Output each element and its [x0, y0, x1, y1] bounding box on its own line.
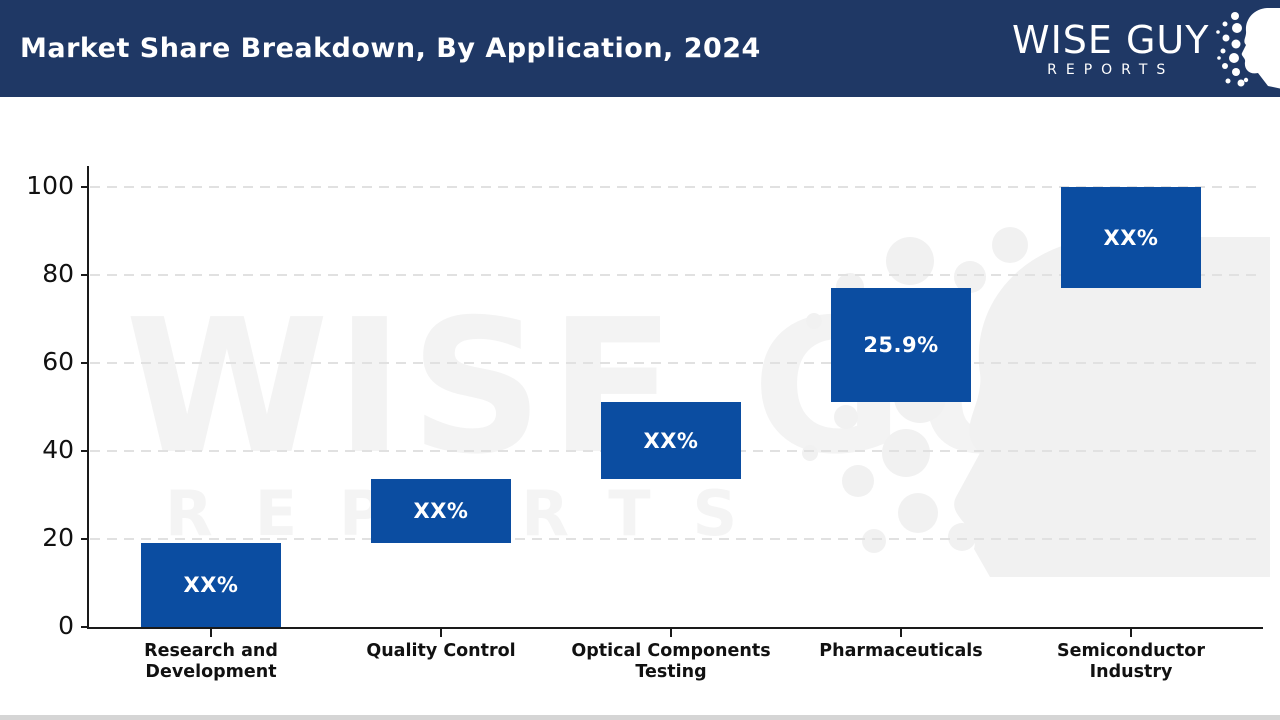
y-tick-0 — [81, 626, 88, 628]
y-axis-label-80: 80 — [42, 259, 74, 288]
page-title: Market Share Breakdown, By Application, … — [20, 33, 761, 64]
y-tick-60 — [81, 362, 88, 364]
bar-optical-components-testing: XX% — [601, 402, 741, 480]
y-tick-80 — [81, 274, 88, 276]
bar-research-and-development: XX% — [141, 543, 281, 627]
gridline-y100 — [90, 186, 1263, 188]
brand-subname: REPORTS — [1047, 62, 1175, 78]
bar-value-label: XX% — [183, 573, 239, 598]
x-tick-1 — [440, 629, 442, 637]
y-axis-line — [87, 166, 89, 629]
bar-value-label: XX% — [643, 428, 699, 453]
x-axis-label-2: Optical Components Testing — [571, 641, 771, 682]
bar-value-label: 25.9% — [863, 333, 939, 358]
chart-area: WISE GUY REPORTS 020406080100XX%Research… — [0, 97, 1280, 715]
x-tick-4 — [1130, 629, 1132, 637]
x-axis-label-0: Research and Development — [144, 641, 278, 682]
brand-face-icon — [1216, 8, 1280, 89]
bar-quality-control: XX% — [371, 479, 511, 544]
header-bar: Market Share Breakdown, By Application, … — [0, 0, 1280, 97]
x-axis-label-3: Pharmaceuticals — [819, 641, 983, 661]
bottom-divider — [0, 715, 1280, 720]
y-tick-40 — [81, 450, 88, 452]
bar-value-label: XX% — [413, 499, 469, 524]
gridline-y20 — [90, 538, 1263, 540]
brand-logo-text: WISE GUY REPORTS — [1012, 20, 1209, 78]
bar-semiconductor-industry: XX% — [1061, 187, 1201, 289]
y-tick-20 — [81, 538, 88, 540]
gridline-y60 — [90, 362, 1263, 364]
x-axis-line — [87, 627, 1263, 629]
brand-name: WISE GUY — [1012, 18, 1210, 62]
bar-value-label: XX% — [1103, 225, 1159, 250]
x-tick-2 — [670, 629, 672, 637]
x-tick-0 — [210, 629, 212, 637]
y-axis-label-0: 0 — [58, 611, 74, 640]
y-tick-100 — [81, 186, 88, 188]
y-axis-label-20: 20 — [42, 523, 74, 552]
y-axis-label-100: 100 — [26, 171, 74, 200]
y-axis-label-60: 60 — [42, 347, 74, 376]
gridline-y80 — [90, 274, 1263, 276]
y-axis-label-40: 40 — [42, 435, 74, 464]
x-tick-3 — [900, 629, 902, 637]
x-axis-label-1: Quality Control — [366, 641, 516, 661]
bar-pharmaceuticals: 25.9% — [831, 288, 971, 403]
brand-logo: WISE GUY REPORTS — [1012, 6, 1280, 92]
x-axis-label-4: Semiconductor Industry — [1057, 641, 1205, 682]
